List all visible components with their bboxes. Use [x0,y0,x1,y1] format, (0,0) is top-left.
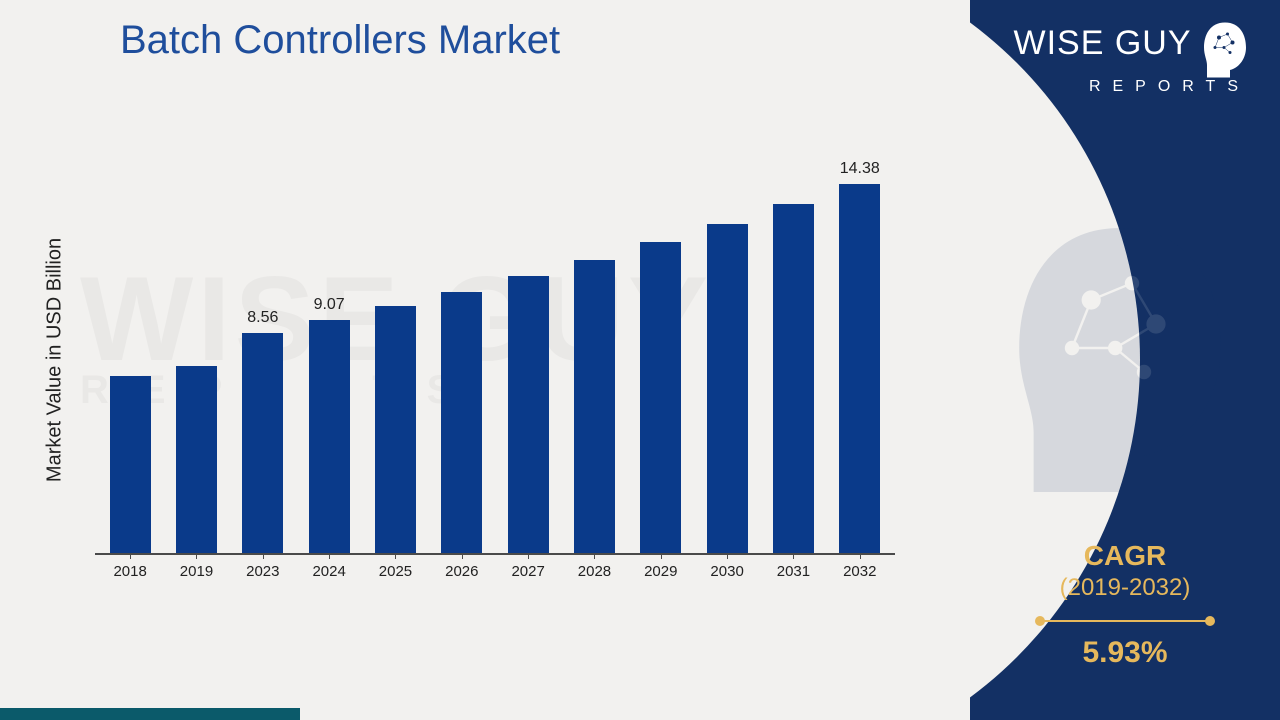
bar-rect [574,260,615,553]
bar-rect [110,376,151,553]
bar-value-label: 8.56 [247,309,278,327]
bar-value-label: 14.38 [840,160,880,178]
bar-rect [242,333,283,553]
y-axis-label: Market Value in USD Billion [44,238,67,482]
brand-head-icon [1200,20,1250,80]
bar-rect [640,242,681,553]
brand-line1: WISE GUY [1014,24,1192,62]
bar-rect [707,224,748,553]
bar-rect [508,276,549,553]
cagr-block: CAGR (2019-2032) 5.93% [1010,540,1240,670]
bar-2026 [429,155,495,553]
bar-rect [773,204,814,553]
plot-area: 8.56 9.07 14.38 [95,155,895,555]
x-label: 2026 [429,557,495,585]
bar-2030 [694,155,760,553]
bar-2027 [495,155,561,553]
x-label: 2031 [760,557,826,585]
cagr-divider [1040,620,1210,622]
bar-2032: 14.38 [827,155,893,553]
bar-rect [176,366,217,553]
bar-2031 [760,155,826,553]
brand-line2: REPORTS [1014,78,1250,96]
x-label: 2025 [362,557,428,585]
bar-2019 [163,155,229,553]
x-labels-container: 2018201920232024202520262027202820292030… [95,557,895,585]
x-label: 2029 [628,557,694,585]
bar-2023: 8.56 [230,155,296,553]
cagr-value: 5.93% [1010,636,1240,670]
x-label: 2019 [163,557,229,585]
bar-2018 [97,155,163,553]
x-label: 2027 [495,557,561,585]
chart-title: Batch Controllers Market [120,18,560,63]
bar-chart: 8.569.0714.38 20182019202320242025202620… [95,155,895,585]
x-label: 2032 [827,557,893,585]
x-label: 2028 [561,557,627,585]
x-label: 2023 [230,557,296,585]
bar-2029 [628,155,694,553]
bar-rect [309,320,350,553]
cagr-label: CAGR [1010,540,1240,572]
bars-container: 8.56 9.07 14.38 [95,155,895,553]
watermark-head-icon [1000,210,1240,510]
bar-value-label: 9.07 [314,296,345,314]
x-label: 2030 [694,557,760,585]
x-label: 2018 [97,557,163,585]
bar-rect [375,306,416,553]
brand-logo: WISE GUY REPORTS [1014,20,1250,96]
cagr-range: (2019-2032) [1010,574,1240,602]
bottom-accent-bar [0,708,300,720]
bar-2025 [362,155,428,553]
bar-rect [441,292,482,553]
bar-2028 [561,155,627,553]
bar-2024: 9.07 [296,155,362,553]
x-label: 2024 [296,557,362,585]
bar-rect [839,184,880,553]
